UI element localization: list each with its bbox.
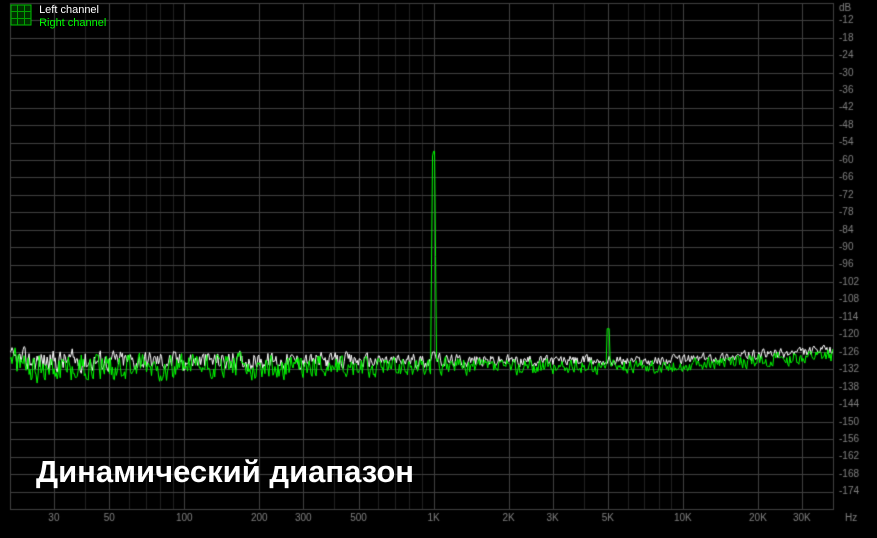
spectrum-chart: Left channel Right channel Динамический … [0,0,877,538]
legend-icon [10,4,32,30]
legend-item-left: Left channel [39,4,106,17]
legend-item-right: Right channel [39,17,106,30]
legend: Left channel Right channel [10,4,106,30]
title-overlay: Динамический диапазон [36,454,414,490]
grid-icon [10,4,32,26]
